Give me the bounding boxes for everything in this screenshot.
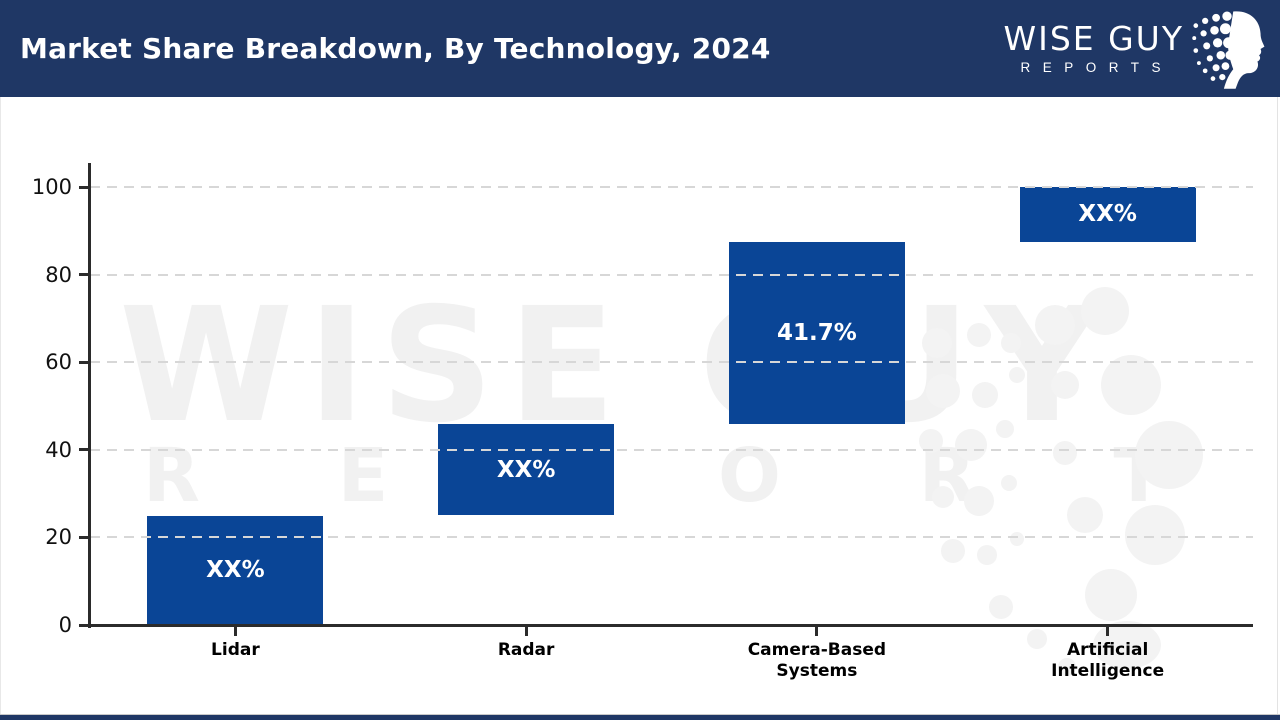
y-tick <box>79 448 88 452</box>
gridline <box>90 536 1253 539</box>
x-tick <box>1106 627 1110 636</box>
brand-subtitle: REPORTS <box>1020 60 1173 76</box>
header-banner: Market Share Breakdown, By Technology, 2… <box>0 0 1280 97</box>
y-tick-label: 0 <box>58 613 72 637</box>
chart-title: Market Share Breakdown, By Technology, 2… <box>20 32 771 65</box>
bar-segment[interactable]: XX% <box>438 424 615 516</box>
bar-segment[interactable]: XX% <box>1019 187 1196 242</box>
x-tick <box>524 627 528 636</box>
x-category-label: Radar <box>497 640 555 660</box>
footer-hairline <box>0 714 1280 715</box>
y-tick <box>79 623 88 627</box>
bar-value-label: 41.7% <box>776 320 857 347</box>
y-tick-label: 20 <box>45 525 72 550</box>
x-axis-line <box>88 624 1253 627</box>
watermark-dotted-head-icon <box>919 287 1203 676</box>
x-category-label: Artificial Intelligence <box>1051 640 1165 681</box>
y-tick <box>79 185 88 189</box>
y-tick-label: 40 <box>45 437 72 462</box>
x-tick <box>233 627 237 636</box>
brand-wordmark: WISE GUY <box>1003 19 1184 59</box>
bar-segment[interactable]: 41.7% <box>728 241 905 425</box>
gridline <box>90 448 1253 451</box>
bar-value-label: XX% <box>1078 201 1137 228</box>
gridline <box>90 361 1253 364</box>
gridline <box>90 273 1253 276</box>
footer-bar <box>0 715 1280 720</box>
gridline <box>90 186 1253 188</box>
brand-logo: WISE GUY REPORTS <box>1003 0 1266 97</box>
x-category-label: Camera-Based Systems <box>747 640 887 681</box>
y-tick-label: 60 <box>45 350 72 375</box>
x-tick <box>815 627 819 636</box>
bar-value-label: XX% <box>496 456 556 483</box>
bar-value-label: XX% <box>206 557 265 584</box>
x-category-label: Lidar <box>211 640 260 660</box>
watermark-wordmark: WISE GUY <box>119 274 1114 458</box>
y-tick <box>79 360 88 364</box>
y-tick <box>79 273 88 277</box>
brand-dotted-head-icon <box>1192 10 1265 89</box>
y-tick-label: 80 <box>45 262 72 287</box>
y-tick-label: 100 <box>31 175 72 199</box>
y-tick <box>79 535 88 539</box>
y-axis-spine <box>88 163 91 628</box>
bar-segment[interactable]: XX% <box>147 515 324 625</box>
